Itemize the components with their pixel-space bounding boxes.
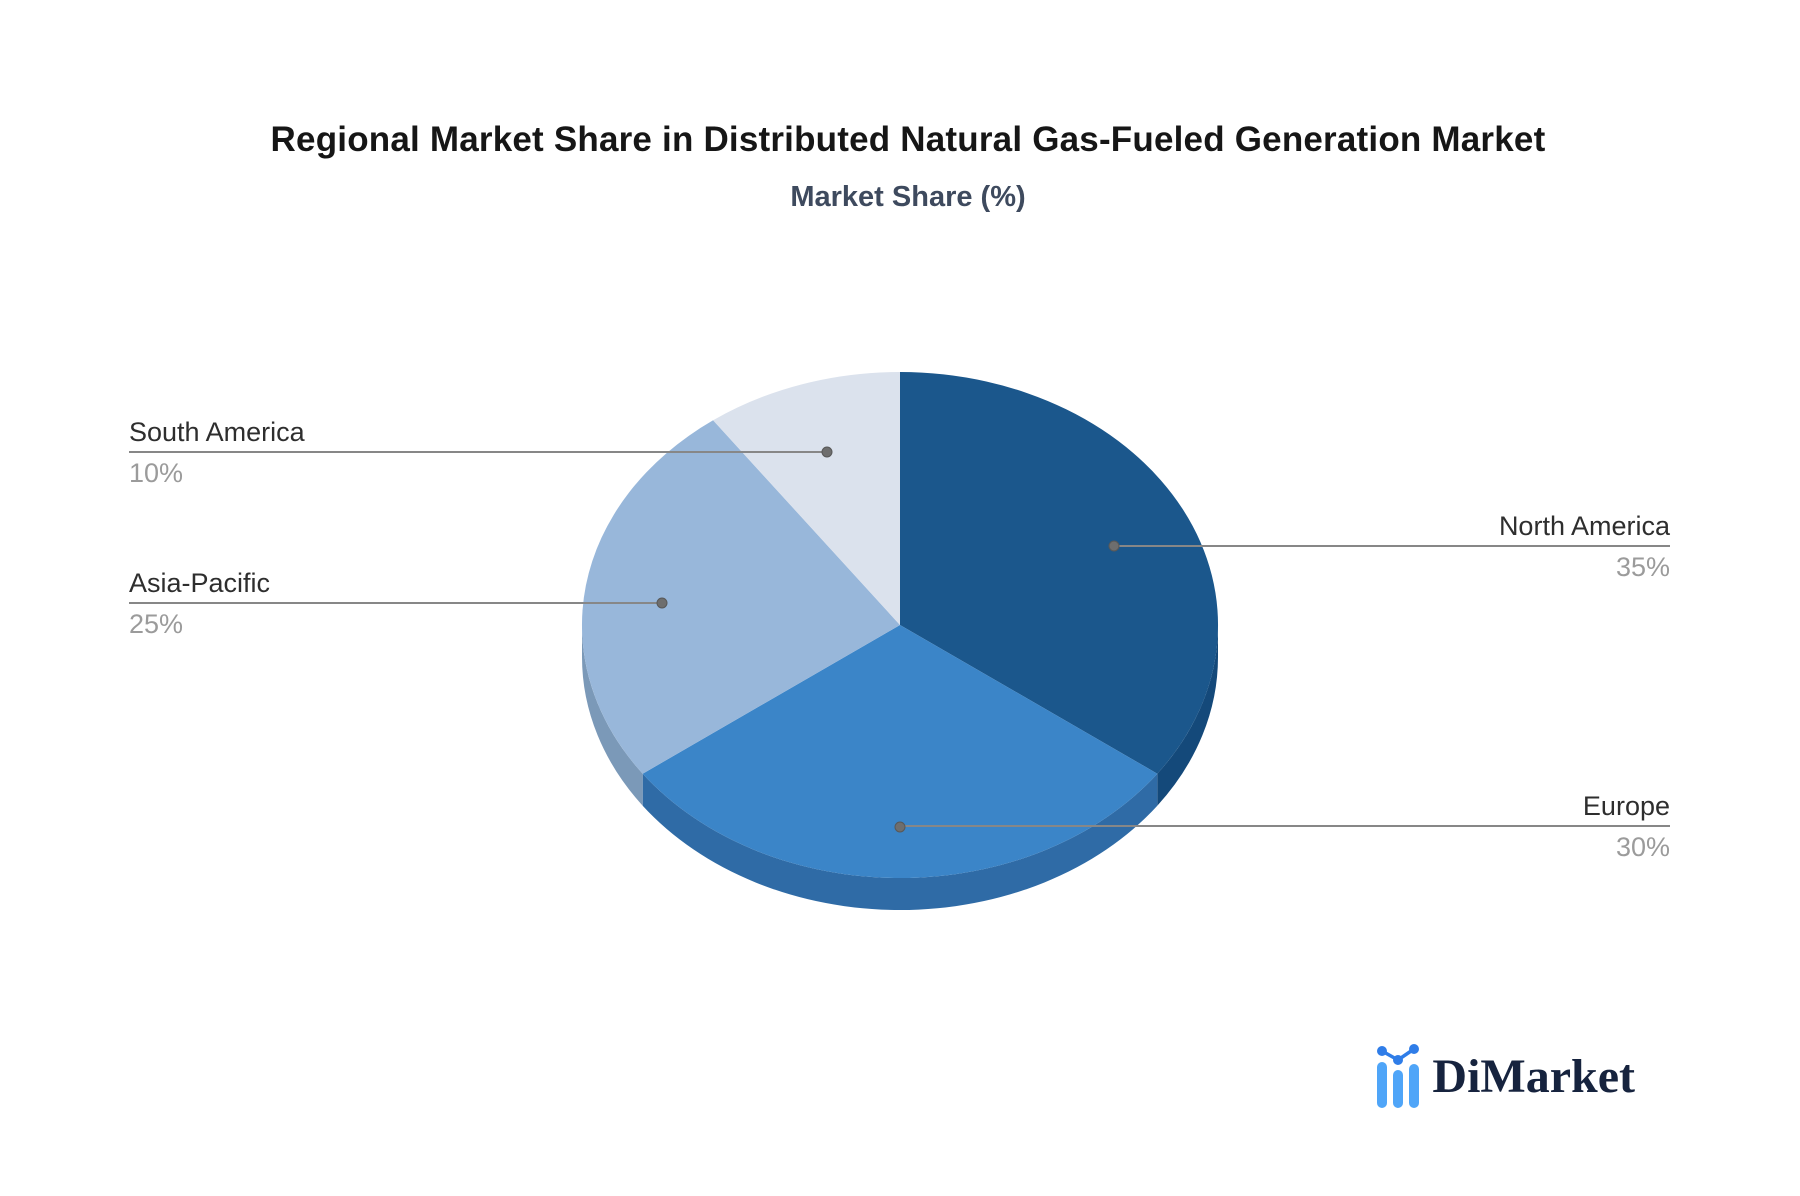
- callout-north-america: North America 35%: [1499, 511, 1670, 583]
- pie-slice-side-europe: [642, 773, 1158, 911]
- bar-line-chart-icon: [1377, 1044, 1420, 1108]
- slice-value: 30%: [1615, 832, 1670, 862]
- slice-label: South America: [129, 417, 305, 447]
- slice-value: 35%: [1615, 552, 1670, 582]
- brand-watermark: DiMarket: [1377, 1044, 1635, 1108]
- pie-slice-side-asia-pacific: [582, 625, 643, 806]
- pie-slice-europe[interactable]: [642, 625, 1158, 879]
- slice-label: North America: [1498, 511, 1670, 541]
- callout-south-america: South America 10%: [129, 417, 305, 489]
- callout-asia-pacific: Asia-Pacific 25%: [129, 568, 270, 640]
- chart-title: Regional Market Share in Distributed Nat…: [270, 120, 1546, 159]
- callout-europe: Europe 30%: [1583, 791, 1670, 863]
- brand-name: DiMarket: [1432, 1050, 1635, 1103]
- chart-subtitle: Market Share (%): [790, 181, 1026, 213]
- slice-value: 25%: [129, 609, 184, 639]
- pie-slice-south-america[interactable]: [713, 372, 900, 625]
- slice-value: 10%: [129, 458, 184, 488]
- pie-slice-north-america[interactable]: [900, 372, 1219, 774]
- slice-label: Asia-Pacific: [129, 568, 271, 598]
- leader-dot-asia-pacific: [656, 597, 668, 609]
- pie-slice-side-north-america: [1157, 625, 1218, 806]
- pie-slice-asia-pacific[interactable]: [581, 420, 900, 774]
- leader-dot-europe: [894, 821, 906, 833]
- leader-dot-north-america: [1108, 540, 1120, 552]
- slice-label: Europe: [1582, 791, 1670, 821]
- leader-dot-south-america: [821, 446, 833, 458]
